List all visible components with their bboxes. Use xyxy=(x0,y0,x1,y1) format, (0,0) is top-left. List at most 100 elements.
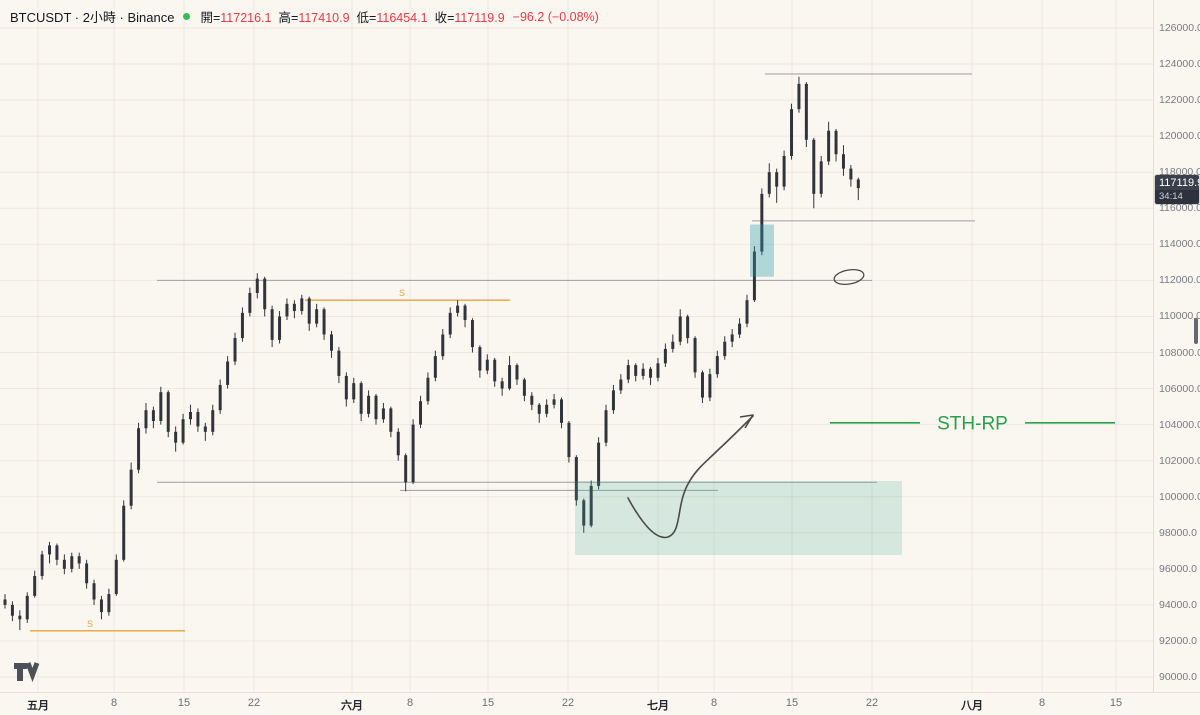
candle-body xyxy=(530,395,534,405)
candle-body xyxy=(723,341,727,357)
candle-body xyxy=(411,424,415,483)
candle-body xyxy=(129,469,133,506)
candle-body xyxy=(856,179,860,189)
candle-body xyxy=(404,455,408,483)
open-value: 117216.1 xyxy=(220,11,272,25)
candle-body xyxy=(137,428,141,470)
candle-body xyxy=(166,392,170,432)
candle-body xyxy=(827,130,831,162)
candle-body xyxy=(25,595,29,620)
level-supply-lower-label[interactable]: S xyxy=(87,619,93,629)
candle-body xyxy=(300,298,304,312)
market-status-icon xyxy=(183,13,191,20)
candle-body xyxy=(760,193,764,252)
candle-body xyxy=(151,410,155,422)
candle-body xyxy=(174,431,178,443)
candle-body xyxy=(33,576,37,596)
price-axis-label: 114000.0 xyxy=(1159,238,1200,251)
hand-drawn-ellipse[interactable] xyxy=(833,268,865,287)
price-chart[interactable]: S STH-RP S xyxy=(0,0,1200,692)
candle-body xyxy=(181,419,185,443)
candle-body xyxy=(85,563,89,584)
time-axis-label-month: 六月 xyxy=(341,700,363,712)
candle-body xyxy=(812,139,816,194)
candle-body xyxy=(3,599,7,605)
time-axis-label-day: 22 xyxy=(561,697,575,709)
price-axis[interactable]: 117119.9 34:14 126000.0 124000.0 122000.0 1… xyxy=(1153,0,1200,692)
candle-body xyxy=(708,374,712,398)
candle-body xyxy=(597,442,601,486)
hand-drawn-arrow-head xyxy=(739,414,754,429)
time-axis-label-day: 22 xyxy=(247,697,261,709)
candle-body xyxy=(374,395,378,420)
candle-body xyxy=(626,365,630,380)
candle-body xyxy=(700,372,704,398)
candle-body xyxy=(671,341,675,349)
symbol-title[interactable]: BTCUSDT · 2小時 · Binance xyxy=(10,10,175,25)
candle-body xyxy=(218,384,222,411)
candle-body xyxy=(500,381,504,389)
candle-body xyxy=(433,356,437,378)
candle-body xyxy=(485,359,489,371)
time-axis-label-month: 七月 xyxy=(647,700,669,712)
hand-drawn-arrow[interactable] xyxy=(627,415,754,539)
tradingview-logo[interactable] xyxy=(12,660,42,689)
zone-breakout[interactable] xyxy=(750,224,774,277)
candle-body xyxy=(775,172,779,187)
candle-body xyxy=(790,109,794,156)
candle-body xyxy=(545,404,549,414)
candle-body xyxy=(211,410,215,432)
candle-body xyxy=(604,410,608,443)
price-axis-label: 126000.0 xyxy=(1159,22,1200,34)
price-axis-label: 90000.0 xyxy=(1159,671,1197,683)
candle-body xyxy=(456,305,460,313)
candle-body xyxy=(804,83,808,140)
candle-body xyxy=(203,426,207,432)
candle-body xyxy=(419,401,423,425)
candle-body xyxy=(611,390,615,411)
candle-body xyxy=(730,334,734,342)
candle-body xyxy=(18,615,22,620)
candle-body xyxy=(686,316,690,339)
level-sth-rp-label[interactable]: STH-RP xyxy=(937,413,1008,434)
high-label: 高= xyxy=(278,11,299,25)
candle-body xyxy=(367,395,371,414)
candle-body xyxy=(508,365,512,389)
price-axis-label: 106000.0 xyxy=(1159,382,1200,395)
candle-body xyxy=(48,545,52,555)
candle-body xyxy=(834,130,838,155)
time-axis-label-day: 15 xyxy=(481,697,495,709)
candle-body xyxy=(849,168,853,180)
candle-body xyxy=(738,323,742,335)
price-axis-label: 92000.0 xyxy=(1159,634,1197,647)
level-supply-upper-label[interactable]: S xyxy=(399,288,405,298)
price-axis-label: 112000.0 xyxy=(1159,274,1200,287)
chart-legend[interactable]: BTCUSDT · 2小時 · Binance 開=117216.1 高= 117… xyxy=(10,7,599,26)
candle-body xyxy=(92,583,96,600)
time-axis-label-day: 15 xyxy=(785,697,799,709)
time-axis-label-day: 8 xyxy=(406,697,414,709)
zone-demand[interactable] xyxy=(575,481,902,555)
time-axis[interactable]: 五月 8 15 22 六月 8 15 22 七月 8 15 22 八月 8 15 xyxy=(0,692,1200,715)
time-axis-label-day: 8 xyxy=(110,697,118,709)
price-axis-label: 124000.0 xyxy=(1159,58,1200,71)
price-axis-label: 116000.0 xyxy=(1159,202,1200,215)
candle-body xyxy=(189,411,192,420)
candle-body xyxy=(70,556,74,569)
candle-body xyxy=(589,485,593,526)
candle-body xyxy=(240,312,244,339)
current-price: 117119.9 xyxy=(1155,175,1199,191)
scrollbar-thumb[interactable] xyxy=(1194,318,1198,344)
candle-body xyxy=(114,559,118,595)
ohlc-open: 開=117216.1 xyxy=(200,7,271,26)
price-axis-label: 104000.0 xyxy=(1159,418,1200,431)
candle-body xyxy=(77,556,81,564)
candle-body xyxy=(352,383,356,400)
price-axis-label: 122000.0 xyxy=(1159,94,1200,107)
candle-body xyxy=(552,399,556,405)
candle-body xyxy=(797,83,801,110)
candle-body xyxy=(819,161,823,194)
price-axis-label: 94000.0 xyxy=(1159,598,1197,611)
time-axis-label-month: 五月 xyxy=(27,700,49,712)
candle-body xyxy=(745,300,749,324)
